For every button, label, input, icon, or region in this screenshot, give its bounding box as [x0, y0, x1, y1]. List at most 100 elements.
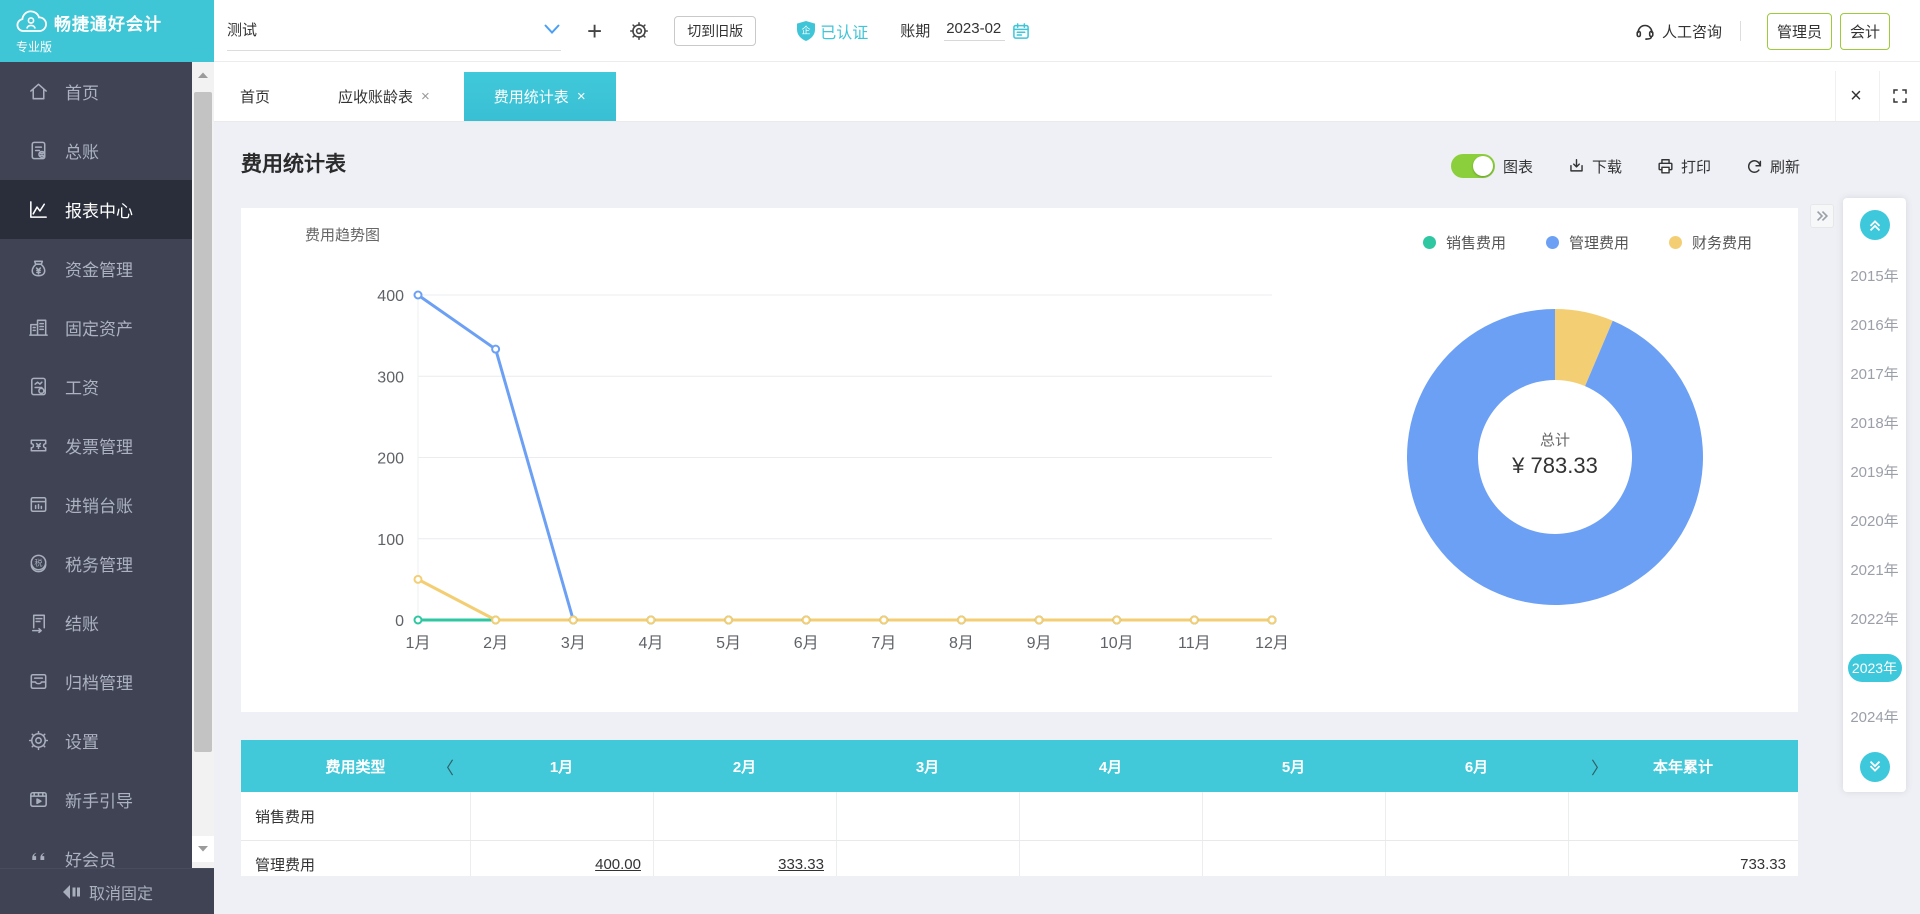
year-2023-selected[interactable]: 2023年: [1847, 653, 1902, 682]
sidebar-item-beginner-guide[interactable]: 新手引导: [0, 770, 192, 829]
drilldown-link[interactable]: 333.33: [778, 856, 824, 873]
table-row-admin-expense: 管理费用 400.00 333.33 733.33: [241, 840, 1798, 876]
table-row-sales-expense: 销售费用: [241, 792, 1798, 840]
year-2015[interactable]: 2015年: [1850, 267, 1899, 285]
ledger-icon: [27, 139, 50, 162]
unpin-sidebar-button[interactable]: 取消固定: [0, 868, 214, 914]
year-2022[interactable]: 2022年: [1850, 611, 1899, 629]
building-icon: [27, 316, 50, 339]
svg-text:4月: 4月: [638, 635, 663, 652]
role-accountant-badge[interactable]: 会计: [1839, 12, 1890, 50]
double-chevron-right-icon: [1816, 210, 1829, 222]
certified-badge[interactable]: 企 已认证: [796, 19, 868, 43]
period-value[interactable]: 2023-02: [944, 20, 1006, 41]
print-button[interactable]: 打印: [1656, 156, 1711, 177]
sidebar-nav: 首页 总账 报表中心 资金管理: [0, 62, 192, 868]
tab-expense-statistics[interactable]: 费用统计表 ×: [463, 72, 616, 121]
sidebar-item-invoice[interactable]: 发票管理: [0, 416, 192, 475]
year-2021[interactable]: 2021年: [1850, 562, 1899, 580]
donut-total: 总计 ¥ 783.33: [1512, 432, 1598, 478]
table-header: 费用类型 〈 1月 2月 3月 4月 5月 6月 〉 本年累计: [241, 740, 1798, 792]
payroll-icon: [27, 375, 50, 398]
legend-dot: [1668, 236, 1682, 249]
svg-text:税: 税: [34, 557, 42, 567]
topbar: 测试 + 切到旧版 企 已认证 账期 2023-0: [214, 0, 1920, 62]
trend-and-donut-chart: 0 100 200 300 400 1月 2月 3月 4月 5月 6月 7月 8月 9月 10月 11月 12月: [377, 288, 1704, 652]
svg-text:200: 200: [377, 451, 404, 468]
tabbar: 首页 应收账龄表 × 费用统计表 × ×: [214, 62, 1920, 122]
year-selector-panel: 2015年 2016年 2017年 2018年 2019年 2020年 2021…: [1843, 198, 1906, 792]
year-2019[interactable]: 2019年: [1850, 463, 1899, 481]
sidebar-item-home[interactable]: 首页: [0, 62, 192, 121]
tab-receivable-aging[interactable]: 应收账龄表 ×: [338, 88, 430, 106]
legend-sales-expense[interactable]: 销售费用: [1422, 232, 1506, 253]
chart-view-toggle[interactable]: [1450, 154, 1495, 178]
refresh-icon: [1747, 159, 1762, 173]
next-months-arrow[interactable]: 〉: [1591, 758, 1608, 778]
close-tab-icon[interactable]: ×: [421, 88, 430, 105]
gear-icon: [27, 729, 50, 752]
account-switcher[interactable]: 测试: [227, 11, 561, 51]
year-2018[interactable]: 2018年: [1850, 414, 1899, 432]
prev-months-arrow[interactable]: 〈: [437, 758, 454, 778]
legend-dot: [1422, 236, 1436, 249]
svg-text:1月: 1月: [406, 635, 431, 652]
year-2020[interactable]: 2020年: [1850, 512, 1899, 530]
divider: [1739, 21, 1741, 41]
support-label: 人工咨询: [1661, 23, 1722, 41]
download-button[interactable]: 下载: [1567, 156, 1622, 177]
sidebar-item-funds[interactable]: 资金管理: [0, 239, 192, 298]
period-label: 账期: [900, 23, 931, 40]
sidebar-item-tax[interactable]: 税 税务管理: [0, 534, 192, 593]
legend-finance-expense[interactable]: 财务费用: [1668, 232, 1752, 253]
money-bag-icon: [27, 257, 50, 280]
tab-home[interactable]: 首页: [240, 89, 271, 106]
sidebar-item-membership[interactable]: 好会员: [0, 829, 192, 868]
sidebar-item-fixed-assets[interactable]: 固定资产: [0, 298, 192, 357]
scroll-down-arrow-icon[interactable]: [192, 836, 214, 862]
calendar-icon[interactable]: [1011, 21, 1031, 41]
drilldown-link[interactable]: 400.00: [595, 856, 641, 873]
double-chevron-down-icon: [1869, 760, 1880, 772]
refresh-button[interactable]: 刷新: [1745, 156, 1800, 177]
svg-text:0: 0: [395, 613, 404, 630]
legend-admin-expense[interactable]: 管理费用: [1545, 232, 1629, 253]
settings-gear-button[interactable]: [628, 20, 650, 42]
sidebar-item-payroll[interactable]: 工资: [0, 357, 192, 416]
sidebar-item-report-center[interactable]: 报表中心: [0, 180, 192, 239]
content-area: 费用统计表 图表 下载 打印: [214, 122, 1920, 914]
close-tab-icon[interactable]: ×: [576, 88, 586, 105]
switch-to-old-version-button[interactable]: 切到旧版: [674, 15, 757, 46]
live-support-button[interactable]: 人工咨询: [1634, 20, 1722, 42]
svg-text:3月: 3月: [561, 635, 586, 652]
collapse-year-panel-handle[interactable]: [1810, 204, 1834, 228]
sidebar-item-archive[interactable]: 归档管理: [0, 652, 192, 711]
accounting-period: 账期 2023-02: [900, 20, 1031, 41]
role-admin-badge[interactable]: 管理员: [1766, 12, 1832, 50]
sidebar-item-purchase-sales[interactable]: 进销台账: [0, 475, 192, 534]
double-chevron-up-icon: [1869, 220, 1880, 232]
close-tabs-button[interactable]: ×: [1835, 71, 1876, 121]
svg-text:300: 300: [377, 369, 404, 386]
svg-text:9月: 9月: [1027, 635, 1052, 652]
sidebar-scrollbar[interactable]: [192, 62, 214, 868]
shield-icon: 企: [796, 20, 816, 42]
add-account-button[interactable]: +: [587, 15, 603, 46]
year-2024[interactable]: 2024年: [1850, 709, 1899, 727]
sidebar-item-general-ledger[interactable]: 总账: [0, 121, 192, 180]
fullscreen-button[interactable]: [1879, 71, 1920, 121]
year-scroll-down-button[interactable]: [1859, 752, 1890, 782]
expense-table: 费用类型 〈 1月 2月 3月 4月 5月 6月 〉 本年累计 销售费用: [241, 740, 1798, 876]
sidebar-item-settings[interactable]: 设置: [0, 711, 192, 770]
certified-label: 已认证: [820, 24, 869, 42]
year-scroll-up-button[interactable]: [1859, 210, 1890, 240]
sidebar-item-closing[interactable]: 结账: [0, 593, 192, 652]
sidebar-scrollbar-thumb[interactable]: [194, 92, 212, 752]
scroll-up-arrow-icon[interactable]: [192, 62, 214, 88]
svg-text:企: 企: [802, 24, 811, 35]
view-controls: 图表 下载 打印 刷新: [1450, 154, 1800, 178]
year-2016[interactable]: 2016年: [1850, 316, 1899, 334]
year-2017[interactable]: 2017年: [1850, 365, 1899, 383]
year-list: 2015年 2016年 2017年 2018年 2019年 2020年 2021…: [1843, 240, 1906, 752]
